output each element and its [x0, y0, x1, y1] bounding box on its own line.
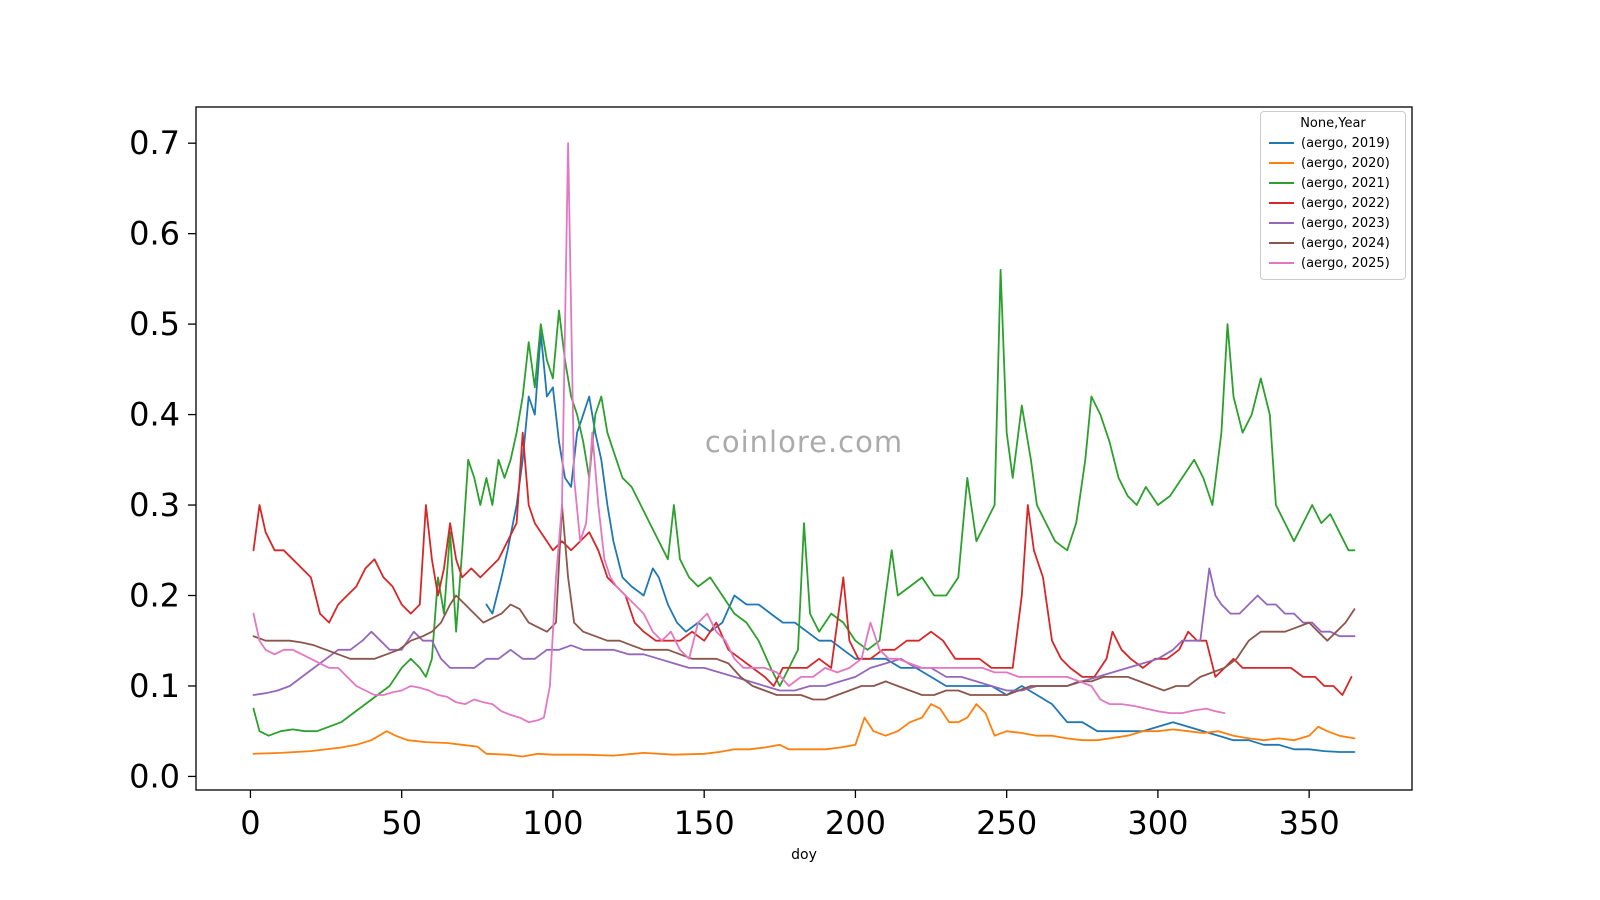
x-tick-label: 250	[976, 804, 1037, 842]
x-tick-label: 50	[381, 804, 422, 842]
series-line	[252, 567, 1356, 696]
series-line	[252, 142, 1226, 724]
legend-entry-label: (aergo, 2022)	[1301, 195, 1390, 211]
legend-entry-label: (aergo, 2019)	[1301, 135, 1390, 151]
x-tick-label: 0	[240, 804, 260, 842]
x-tick-label: 300	[1127, 804, 1188, 842]
legend-entry-label: (aergo, 2020)	[1301, 155, 1390, 171]
legend-entry: (aergo, 2023)	[1269, 213, 1397, 233]
series-line	[485, 332, 1356, 753]
x-axis-label: doy	[791, 847, 817, 863]
legend-entry: (aergo, 2022)	[1269, 193, 1397, 213]
y-tick-label: 0.3	[129, 486, 180, 524]
legend-box: None,Year (aergo, 2019) (aergo, 2020) (aer…	[1260, 111, 1406, 280]
legend-entry: (aergo, 2024)	[1269, 233, 1397, 253]
legend-line-swatch	[1269, 142, 1294, 144]
legend-line-swatch	[1269, 162, 1294, 164]
y-tick-label: 0.2	[129, 577, 180, 615]
plot-frame	[195, 106, 1413, 791]
legend-entry-label: (aergo, 2023)	[1301, 215, 1390, 231]
legend-entry: (aergo, 2019)	[1269, 133, 1397, 153]
legend-line-swatch	[1269, 182, 1294, 184]
y-tick-label: 0.0	[129, 757, 180, 795]
series-line	[252, 703, 1356, 758]
x-tick-label: 100	[522, 804, 583, 842]
legend-entry-label: (aergo, 2021)	[1301, 175, 1390, 191]
x-tick-label: 150	[674, 804, 735, 842]
y-tick-label: 0.4	[129, 396, 180, 434]
legend-line-swatch	[1269, 262, 1294, 264]
y-tick-label: 0.7	[129, 124, 180, 162]
y-tick-label: 0.6	[129, 215, 180, 253]
legend-line-swatch	[1269, 242, 1294, 244]
legend-title: None,Year	[1300, 116, 1366, 131]
y-tick-label: 0.1	[129, 667, 180, 705]
legend-entry-label: (aergo, 2024)	[1301, 235, 1390, 251]
x-tick-label: 200	[825, 804, 886, 842]
legend-line-swatch	[1269, 202, 1294, 204]
legend-entry: (aergo, 2025)	[1269, 253, 1397, 273]
legend-line-swatch	[1269, 222, 1294, 224]
y-tick-label: 0.5	[129, 305, 180, 343]
legend-entry-label: (aergo, 2025)	[1301, 255, 1390, 271]
series-line	[252, 268, 1356, 737]
legend-entry: (aergo, 2021)	[1269, 173, 1397, 193]
legend-entry: (aergo, 2020)	[1269, 153, 1397, 173]
series-line	[252, 504, 1356, 701]
x-tick-label: 350	[1279, 804, 1340, 842]
